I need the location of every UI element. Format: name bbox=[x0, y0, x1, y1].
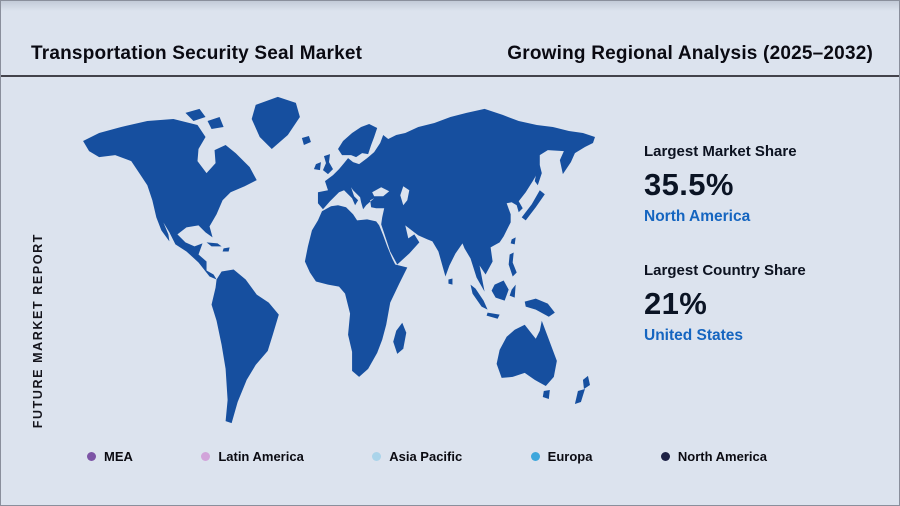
legend-dot-asia-pacific bbox=[372, 452, 382, 461]
continents bbox=[83, 96, 595, 424]
world-map-svg bbox=[83, 96, 595, 424]
legend-label: MEA bbox=[104, 449, 133, 464]
stat-label: Largest Market Share bbox=[644, 143, 797, 160]
legend-item-europa: Europa bbox=[530, 449, 593, 464]
stat-label: Largest Country Share bbox=[644, 262, 806, 279]
stat-region: United States bbox=[644, 327, 744, 344]
legend: MEA Latin America Asia Pacific Europa No… bbox=[87, 449, 767, 464]
japan bbox=[521, 165, 545, 221]
legend-dot-mea bbox=[87, 452, 96, 461]
stat-largest-country-share: Largest Country Share 21% United States bbox=[644, 262, 884, 345]
world-map bbox=[65, 91, 597, 441]
legend-item-latin-america: Latin America bbox=[201, 449, 304, 464]
continent-eurasia bbox=[317, 108, 595, 292]
page-subtitle: Growing Regional Analysis (2025–2032) bbox=[507, 43, 873, 64]
continent-south-america bbox=[211, 269, 279, 424]
legend-dot-europa bbox=[530, 452, 540, 461]
legend-item-asia-pacific: Asia Pacific bbox=[372, 449, 462, 464]
stat-value: 21% bbox=[644, 286, 708, 321]
madagascar bbox=[393, 322, 407, 354]
stat-value: 35.5% bbox=[644, 167, 734, 202]
greenland bbox=[251, 96, 300, 150]
legend-label: Latin America bbox=[218, 449, 304, 464]
stat-largest-market-share: Largest Market Share 35.5% North America bbox=[644, 143, 884, 226]
legend-item-north-america: North America bbox=[660, 449, 767, 464]
stats-panel: Largest Market Share 35.5% North America… bbox=[644, 143, 884, 345]
legend-dot-latin-america bbox=[201, 452, 211, 461]
continent-australia bbox=[496, 320, 557, 386]
arctic-islands bbox=[185, 108, 224, 129]
legend-label: North America bbox=[677, 449, 767, 464]
page-title: Transportation Security Seal Market bbox=[31, 43, 363, 64]
philippines bbox=[508, 237, 517, 277]
header-divider bbox=[1, 75, 899, 77]
legend-item-mea: MEA bbox=[87, 449, 133, 464]
iceland bbox=[301, 136, 311, 146]
continent-africa bbox=[304, 205, 408, 377]
brand-vertical-label: FUTURE MARKET REPORT bbox=[31, 233, 45, 429]
british-isles bbox=[313, 154, 334, 175]
scandinavia bbox=[338, 123, 378, 158]
sri-lanka bbox=[448, 278, 453, 285]
header: Transportation Security Seal Market Grow… bbox=[31, 43, 873, 65]
caribbean-islands bbox=[206, 242, 230, 252]
new-zealand bbox=[542, 375, 590, 405]
legend-label: Europa bbox=[547, 449, 593, 464]
continent-north-america bbox=[83, 118, 257, 280]
indonesia bbox=[470, 280, 555, 319]
legend-label: Asia Pacific bbox=[389, 449, 463, 464]
legend-dot-north-america bbox=[660, 452, 670, 461]
stat-region: North America bbox=[644, 208, 751, 225]
